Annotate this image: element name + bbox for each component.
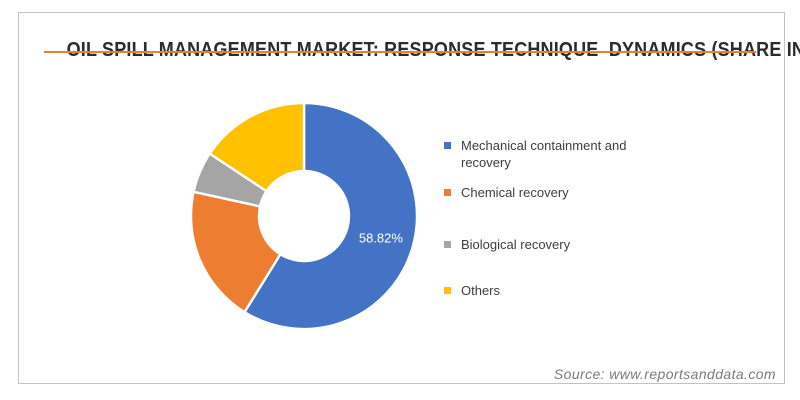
title-row: OIL SPILL MANAGEMENT MARKET: RESPONSE TE… <box>0 21 800 80</box>
legend-label: Chemical recovery <box>461 185 569 200</box>
legend-label: Biological recovery <box>461 237 571 252</box>
legend-item-chemical: Chemical recovery <box>444 184 569 201</box>
legend-marker-square <box>444 241 451 248</box>
source-attribution: Source: www.reportsanddata.com <box>553 366 776 382</box>
legend-marker-square <box>444 287 451 294</box>
donut-chart: 58.82% <box>189 101 419 331</box>
page-title: OIL SPILL MANAGEMENT MARKET: RESPONSE TE… <box>66 39 800 61</box>
legend-item-mechanical: Mechanical containment and recovery <box>444 137 639 171</box>
legend-marker-square <box>444 189 451 196</box>
title-underline <box>44 51 756 53</box>
legend-label: Others <box>461 283 501 298</box>
legend-label: Mechanical containment and recovery <box>461 138 627 170</box>
pie-slice-3 <box>208 101 306 193</box>
legend-item-others: Others <box>444 282 500 299</box>
legend-item-biological: Biological recovery <box>444 236 570 253</box>
pie-slice-0 <box>243 101 419 331</box>
legend-marker-square <box>444 142 451 149</box>
slice-data-label: 58.82% <box>359 230 404 245</box>
pie-slice-1 <box>189 190 282 314</box>
